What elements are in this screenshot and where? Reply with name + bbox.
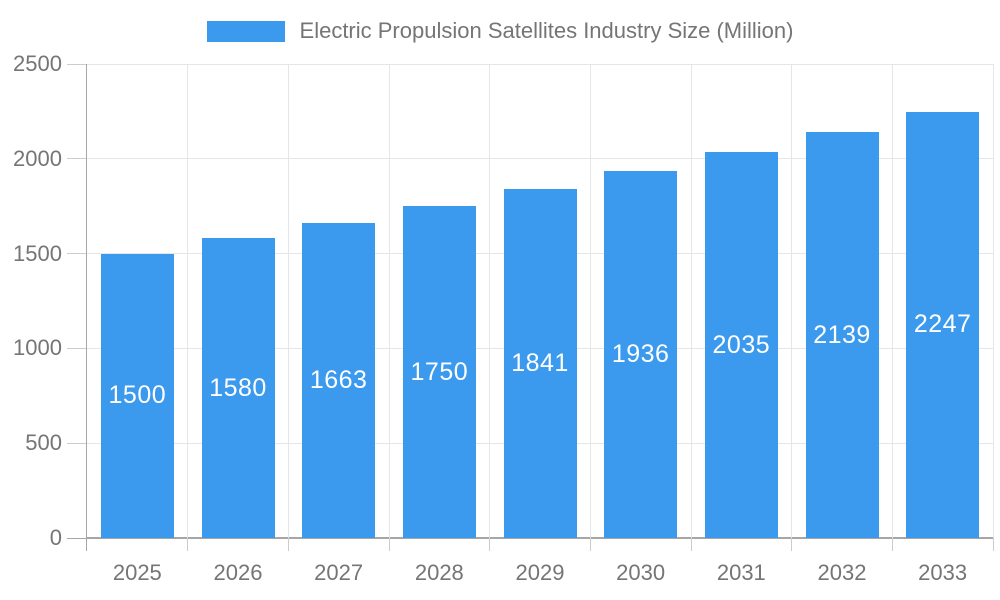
x-axis-tick — [287, 538, 289, 551]
plot-area: 1500 1580 1663 1750 1841 1936 2035 2139 2247 — [67, 63, 994, 551]
y-axis-tick — [67, 537, 87, 539]
y-tick-label: 0 — [49, 525, 62, 550]
bar-value-label: 2247 — [913, 310, 972, 339]
x-tick-label: 2025 — [112, 560, 162, 585]
x-tick-label: 2033 — [918, 560, 968, 585]
legend-swatch-icon — [206, 20, 285, 42]
x-tick-label: 2030 — [616, 560, 666, 585]
bar-value-label: 1750 — [410, 357, 469, 386]
y-axis-line — [86, 64, 87, 551]
x-tick-label: 2031 — [716, 560, 766, 585]
v-gridline — [690, 64, 692, 538]
x-axis-tick — [187, 538, 189, 551]
x-tick-label: 2029 — [515, 560, 565, 585]
y-axis-tick — [67, 253, 87, 255]
bar-value-label: 1663 — [309, 365, 368, 394]
y-axis-tick — [67, 63, 87, 65]
y-tick-label: 1000 — [13, 335, 62, 361]
y-axis-tick — [67, 347, 87, 349]
legend-label: Electric Propulsion Satellites Industry … — [299, 18, 794, 43]
v-gridline — [388, 64, 390, 538]
h-gridline — [87, 63, 993, 65]
x-axis-tick — [891, 538, 893, 551]
y-tick-label: 2500 — [13, 51, 62, 76]
bar-value-label: 1580 — [209, 373, 267, 402]
v-gridline — [489, 64, 491, 538]
v-gridline — [187, 64, 189, 538]
x-axis-tick — [589, 538, 591, 551]
v-gridline — [992, 64, 994, 538]
y-tick-label: 2000 — [13, 145, 62, 171]
x-tick-label: 2027 — [314, 560, 364, 585]
x-tick-label: 2028 — [414, 560, 464, 585]
y-tick-label: 1500 — [13, 240, 62, 266]
bar-2025[interactable]: 1500 — [100, 253, 174, 538]
x-axis-tick — [791, 538, 793, 551]
v-gridline — [791, 64, 793, 538]
y-tick-label: 500 — [25, 430, 62, 456]
bar-2029[interactable]: 1841 — [503, 188, 577, 538]
v-gridline — [287, 64, 289, 538]
bar-2030[interactable]: 1936 — [604, 170, 678, 538]
v-gridline — [589, 64, 591, 538]
bar-2033[interactable]: 2247 — [906, 111, 980, 538]
y-axis-tick — [67, 442, 87, 444]
bar-value-label: 1841 — [511, 348, 569, 377]
x-axis-tick — [690, 538, 692, 551]
bar-2032[interactable]: 2139 — [805, 132, 879, 538]
bar-2028[interactable]: 1750 — [402, 206, 476, 538]
y-axis-tick — [67, 158, 87, 160]
x-axis-tick — [992, 538, 994, 551]
v-gridline — [891, 64, 893, 538]
x-tick-label: 2026 — [213, 560, 263, 585]
bar-value-label: 2035 — [712, 330, 771, 359]
x-axis-tick — [388, 538, 390, 551]
x-tick-label: 2032 — [817, 560, 867, 585]
bar-2031[interactable]: 2035 — [704, 152, 778, 538]
x-axis-tick — [489, 538, 491, 551]
bar-value-label: 1500 — [108, 381, 167, 410]
bar-2026[interactable]: 1580 — [201, 238, 275, 538]
bar-value-label: 1936 — [611, 339, 670, 368]
bar-value-label: 2139 — [813, 320, 871, 349]
bar-2027[interactable]: 1663 — [302, 222, 376, 538]
legend-item[interactable]: Electric Propulsion Satellites Industry … — [0, 18, 1000, 44]
